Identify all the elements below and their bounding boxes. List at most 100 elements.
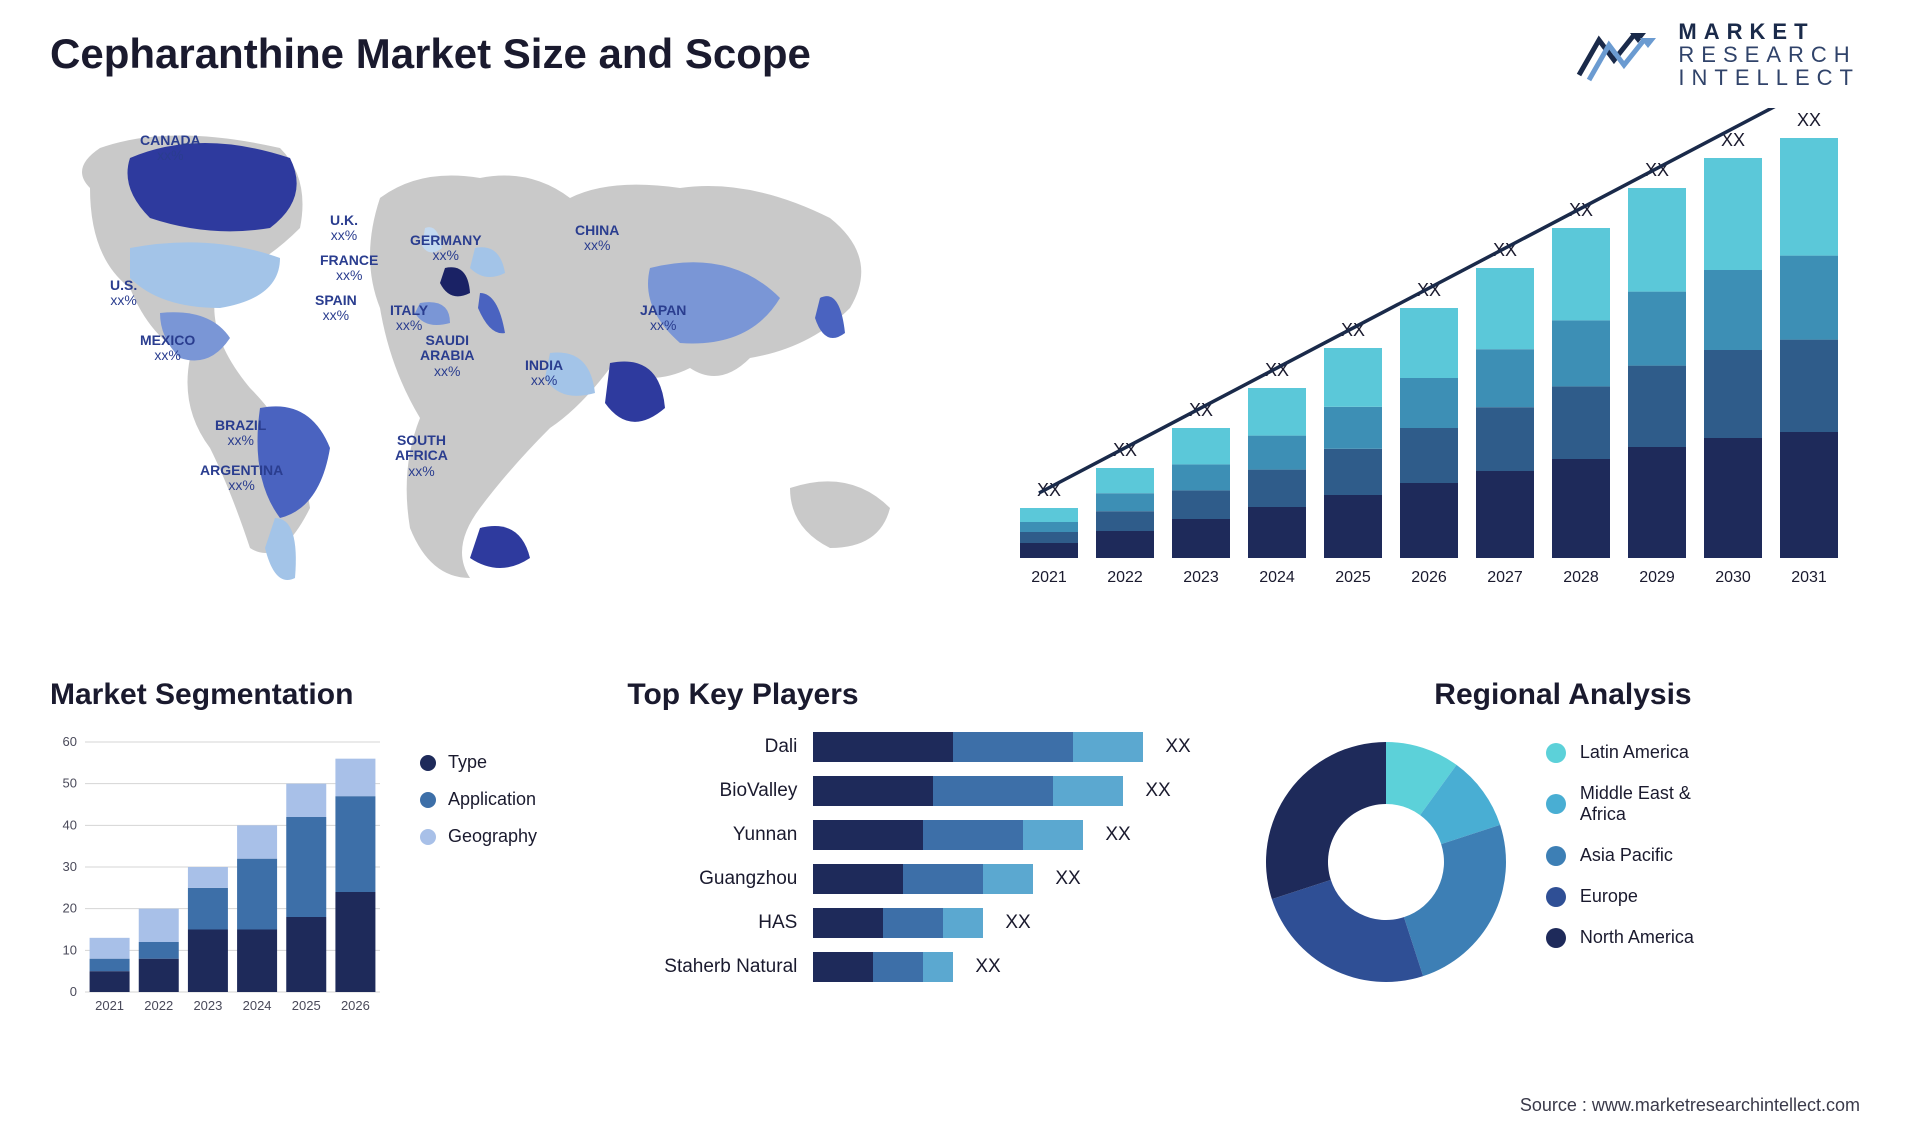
legend-label: Type — [448, 752, 487, 773]
key-player-bar — [813, 952, 953, 982]
key-player-label: Dali — [627, 736, 797, 758]
map-label-argentina: ARGENTINAxx% — [200, 463, 283, 494]
map-label-saudi-arabia: SAUDIARABIAxx% — [420, 333, 474, 379]
legend-dot-icon — [420, 829, 436, 845]
map-label-spain: SPAINxx% — [315, 293, 357, 324]
key-player-row: HASXX — [627, 908, 1216, 938]
svg-text:2022: 2022 — [144, 998, 173, 1013]
svg-text:2026: 2026 — [1411, 569, 1447, 586]
key-player-value: XX — [1105, 824, 1130, 846]
map-label-u-k-: U.K.xx% — [330, 213, 358, 244]
svg-text:2026: 2026 — [341, 998, 370, 1013]
svg-text:30: 30 — [63, 859, 77, 874]
key-player-value: XX — [1005, 912, 1030, 934]
segmentation-chart: 0102030405060202120222023202420252026 — [50, 732, 390, 1022]
key-player-value: XX — [1055, 868, 1080, 890]
svg-text:0: 0 — [70, 984, 77, 999]
trend-bar-chart: XX2021XX2022XX2023XX2024XX2025XX2026XX20… — [1010, 108, 1870, 628]
key-player-value: XX — [975, 956, 1000, 978]
map-label-italy: ITALYxx% — [390, 303, 428, 334]
key-player-row: BioValley XX — [627, 776, 1216, 806]
map-label-germany: GERMANYxx% — [410, 233, 482, 264]
svg-text:50: 50 — [63, 776, 77, 791]
svg-text:2028: 2028 — [1563, 569, 1599, 586]
legend-dot-icon — [1546, 743, 1566, 763]
bar-segment — [903, 864, 983, 894]
key-players-list: DaliXXBioValleyXXYunnanXXGuangzhouXXHASX… — [627, 732, 1216, 982]
svg-text:2025: 2025 — [1335, 569, 1371, 586]
logo-line3: INTELLECT — [1678, 66, 1860, 89]
svg-text:2030: 2030 — [1715, 569, 1751, 586]
key-player-label: Guangzhou — [627, 868, 797, 890]
bar-segment — [813, 952, 873, 982]
key-players-panel: Top Key Players DaliXXBioValleyXXYunnanX… — [627, 678, 1216, 1022]
svg-text:2025: 2025 — [292, 998, 321, 1013]
bar-segment — [1023, 820, 1083, 850]
regional-panel: Regional Analysis Latin America Middle Ea… — [1256, 678, 1870, 1022]
bar-segment — [813, 732, 953, 762]
key-player-value: XX — [1145, 780, 1170, 802]
bar-segment — [943, 908, 983, 938]
svg-text:60: 60 — [63, 734, 77, 749]
seg-legend-type: Type — [420, 752, 537, 773]
regional-legend-row: Latin America — [1546, 742, 1694, 763]
source-citation: Source : www.marketresearchintellect.com — [1520, 1095, 1860, 1116]
svg-text:2021: 2021 — [1031, 569, 1067, 586]
bar-segment — [933, 776, 1053, 806]
svg-text:2024: 2024 — [243, 998, 272, 1013]
legend-label: Middle East & Africa — [1580, 783, 1691, 825]
key-player-bar — [813, 776, 1123, 806]
svg-text:XX: XX — [1797, 110, 1821, 130]
legend-dot-icon — [1546, 887, 1566, 907]
legend-label: Latin America — [1580, 742, 1689, 763]
svg-text:2023: 2023 — [1183, 569, 1219, 586]
key-player-label: BioValley — [627, 780, 797, 802]
key-player-bar — [813, 820, 1083, 850]
segmentation-title: Market Segmentation — [50, 678, 587, 712]
map-label-china: CHINAxx% — [575, 223, 619, 254]
bar-segment — [813, 908, 883, 938]
key-player-row: Staherb Natural XX — [627, 952, 1216, 982]
svg-text:2029: 2029 — [1639, 569, 1675, 586]
bar-segment — [873, 952, 923, 982]
bar-segment — [813, 776, 933, 806]
map-label-south-africa: SOUTHAFRICAxx% — [395, 433, 448, 479]
regional-legend-row: North America — [1546, 927, 1694, 948]
legend-label: Application — [448, 789, 536, 810]
svg-text:2024: 2024 — [1259, 569, 1295, 586]
key-player-bar — [813, 908, 983, 938]
legend-label: Geography — [448, 826, 537, 847]
bar-segment — [1073, 732, 1143, 762]
svg-text:2022: 2022 — [1107, 569, 1143, 586]
bar-segment — [813, 864, 903, 894]
map-label-india: INDIAxx% — [525, 358, 563, 389]
map-label-france: FRANCExx% — [320, 253, 378, 284]
segmentation-panel: Market Segmentation 01020304050602021202… — [50, 678, 587, 1022]
legend-dot-icon — [1546, 928, 1566, 948]
key-player-value: XX — [1165, 736, 1190, 758]
legend-label: Europe — [1580, 886, 1638, 907]
bar-segment — [923, 952, 953, 982]
svg-text:2023: 2023 — [193, 998, 222, 1013]
key-player-bar — [813, 864, 1033, 894]
svg-text:2021: 2021 — [95, 998, 124, 1013]
logo-icon — [1574, 25, 1664, 85]
svg-text:40: 40 — [63, 817, 77, 832]
key-player-row: Dali XX — [627, 732, 1216, 762]
key-players-title: Top Key Players — [627, 678, 1216, 712]
seg-legend-geography: Geography — [420, 826, 537, 847]
world-map: CANADAxx%U.S.xx%MEXICOxx%BRAZILxx%ARGENT… — [50, 108, 950, 628]
legend-dot-icon — [1546, 846, 1566, 866]
legend-dot-icon — [1546, 794, 1566, 814]
regional-legend-row: Middle East & Africa — [1546, 783, 1694, 825]
regional-title: Regional Analysis — [1256, 678, 1870, 712]
bar-segment — [813, 820, 923, 850]
key-player-label: Staherb Natural — [627, 956, 797, 978]
svg-text:20: 20 — [63, 901, 77, 916]
map-label-brazil: BRAZILxx% — [215, 418, 266, 449]
regional-donut-chart — [1256, 732, 1516, 992]
bar-segment — [953, 732, 1073, 762]
bar-segment — [883, 908, 943, 938]
map-label-u-s-: U.S.xx% — [110, 278, 137, 309]
map-svg — [50, 108, 950, 628]
